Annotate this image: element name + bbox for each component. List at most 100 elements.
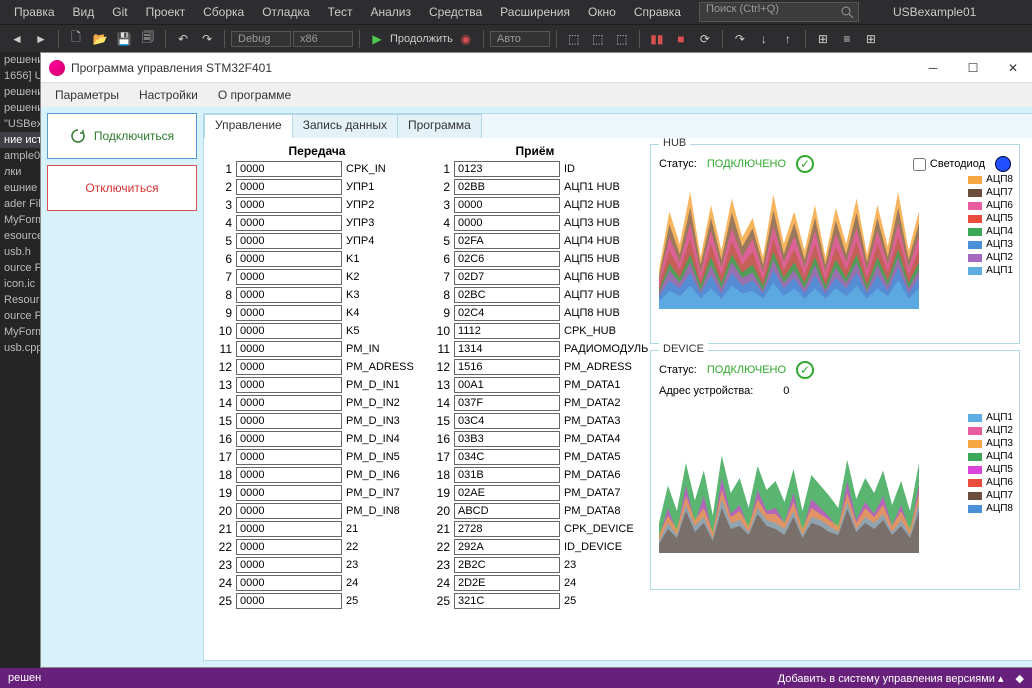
tx-input[interactable] bbox=[236, 287, 342, 303]
vs-menu-item[interactable]: Правка bbox=[6, 3, 63, 21]
rx-input[interactable] bbox=[454, 449, 560, 465]
rx-input[interactable] bbox=[454, 467, 560, 483]
app-menu-item[interactable]: Настройки bbox=[129, 86, 208, 104]
undo-icon[interactable]: ↶ bbox=[172, 28, 194, 50]
solution-item[interactable]: ource F bbox=[0, 260, 40, 276]
nav-back-icon[interactable]: ◄ bbox=[6, 28, 28, 50]
nav-fwd-icon[interactable]: ► bbox=[30, 28, 52, 50]
rx-input[interactable] bbox=[454, 323, 560, 339]
solution-item[interactable]: ешние : bbox=[0, 180, 40, 196]
tx-input[interactable] bbox=[236, 539, 342, 555]
t1-icon[interactable]: ⊞ bbox=[812, 28, 834, 50]
solution-item[interactable]: MyForm bbox=[0, 212, 40, 228]
tab[interactable]: Программа bbox=[397, 114, 482, 138]
tx-input[interactable] bbox=[236, 341, 342, 357]
hot-reload-icon[interactable]: ◉ bbox=[455, 28, 477, 50]
solution-item[interactable]: icon.ic bbox=[0, 276, 40, 292]
tx-input[interactable] bbox=[236, 485, 342, 501]
tx-input[interactable] bbox=[236, 233, 342, 249]
solution-item[interactable]: решени bbox=[0, 52, 40, 68]
tx-input[interactable] bbox=[236, 449, 342, 465]
saveall-icon[interactable]: 🗐 bbox=[137, 28, 159, 50]
vs-menu-item[interactable]: Отладка bbox=[254, 3, 317, 21]
rx-input[interactable] bbox=[454, 557, 560, 573]
vs-menu-item[interactable]: Вид bbox=[65, 3, 103, 21]
auto-combo[interactable]: Авто bbox=[490, 31, 550, 47]
rx-input[interactable] bbox=[454, 575, 560, 591]
restart-icon[interactable]: ⟳ bbox=[694, 28, 716, 50]
break-icon[interactable]: ▮▮ bbox=[646, 28, 668, 50]
config-combo[interactable]: Debug bbox=[231, 31, 291, 47]
solution-item[interactable]: usb.h bbox=[0, 244, 40, 260]
minimize-button[interactable]: ─ bbox=[913, 54, 953, 82]
tab[interactable]: Запись данных bbox=[292, 114, 398, 138]
vs-search-input[interactable]: Поиск (Ctrl+Q) bbox=[699, 2, 859, 22]
t2-icon[interactable]: ≡ bbox=[836, 28, 858, 50]
continue-icon[interactable]: ▶ bbox=[366, 28, 388, 50]
tx-input[interactable] bbox=[236, 215, 342, 231]
platform-combo[interactable]: x86 bbox=[293, 31, 353, 47]
vs-menu-item[interactable]: Анализ bbox=[362, 3, 419, 21]
tx-input[interactable] bbox=[236, 521, 342, 537]
vs-menu-item[interactable]: Сборка bbox=[195, 3, 252, 21]
rx-input[interactable] bbox=[454, 503, 560, 519]
app-menu-item[interactable]: О программе bbox=[208, 86, 301, 104]
tx-input[interactable] bbox=[236, 431, 342, 447]
rx-input[interactable] bbox=[454, 341, 560, 357]
tx-input[interactable] bbox=[236, 251, 342, 267]
rx-input[interactable] bbox=[454, 251, 560, 267]
connect-button[interactable]: Подключиться bbox=[47, 113, 197, 159]
rx-input[interactable] bbox=[454, 521, 560, 537]
tx-input[interactable] bbox=[236, 467, 342, 483]
solution-item[interactable]: ader Fil bbox=[0, 196, 40, 212]
solution-item[interactable]: решени bbox=[0, 100, 40, 116]
stepout-icon[interactable]: ↑ bbox=[777, 28, 799, 50]
vs-menu-item[interactable]: Окно bbox=[580, 3, 624, 21]
solution-item[interactable]: Resour bbox=[0, 292, 40, 308]
rx-input[interactable] bbox=[454, 539, 560, 555]
solution-item[interactable]: лки bbox=[0, 164, 40, 180]
tx-input[interactable] bbox=[236, 179, 342, 195]
solution-item[interactable]: ample0 bbox=[0, 148, 40, 164]
rx-input[interactable] bbox=[454, 431, 560, 447]
vs-menu-item[interactable]: Справка bbox=[626, 3, 689, 21]
tx-input[interactable] bbox=[236, 557, 342, 573]
tx-input[interactable] bbox=[236, 197, 342, 213]
stepover-icon[interactable]: ↷ bbox=[729, 28, 751, 50]
rx-input[interactable] bbox=[454, 269, 560, 285]
maximize-button[interactable]: ☐ bbox=[953, 54, 993, 82]
step-icon[interactable]: ⬚ bbox=[563, 28, 585, 50]
new-icon[interactable]: 🗋 bbox=[65, 28, 87, 50]
rx-input[interactable] bbox=[454, 179, 560, 195]
rx-input[interactable] bbox=[454, 395, 560, 411]
app-menu-item[interactable]: Параметры bbox=[45, 86, 129, 104]
rx-input[interactable] bbox=[454, 215, 560, 231]
stop-icon[interactable]: ■ bbox=[670, 28, 692, 50]
rx-input[interactable] bbox=[454, 287, 560, 303]
rx-input[interactable] bbox=[454, 161, 560, 177]
save-icon[interactable]: 💾 bbox=[113, 28, 135, 50]
notifications-icon[interactable]: ◆ bbox=[1016, 672, 1024, 685]
solution-item[interactable]: "USBex bbox=[0, 116, 40, 132]
add-source-control[interactable]: Добавить в систему управления версиями ▴ bbox=[778, 672, 1004, 685]
tab[interactable]: Управление bbox=[204, 114, 293, 138]
vs-menu-item[interactable]: Git bbox=[104, 3, 135, 21]
rx-input[interactable] bbox=[454, 593, 560, 609]
rx-input[interactable] bbox=[454, 197, 560, 213]
solution-item[interactable]: MyForm bbox=[0, 324, 40, 340]
solution-item[interactable]: ource Fil bbox=[0, 308, 40, 324]
solution-item[interactable]: решени bbox=[0, 84, 40, 100]
step3-icon[interactable]: ⬚ bbox=[611, 28, 633, 50]
rx-input[interactable] bbox=[454, 305, 560, 321]
solution-item[interactable]: usb.cpp bbox=[0, 340, 40, 356]
tx-input[interactable] bbox=[236, 575, 342, 591]
vs-menu-item[interactable]: Проект bbox=[138, 3, 194, 21]
close-button[interactable]: ✕ bbox=[993, 54, 1032, 82]
stepin-icon[interactable]: ↓ bbox=[753, 28, 775, 50]
solution-item[interactable]: esource bbox=[0, 228, 40, 244]
vs-menu-item[interactable]: Расширения bbox=[492, 3, 578, 21]
rx-input[interactable] bbox=[454, 377, 560, 393]
tx-input[interactable] bbox=[236, 359, 342, 375]
tx-input[interactable] bbox=[236, 413, 342, 429]
rx-input[interactable] bbox=[454, 233, 560, 249]
